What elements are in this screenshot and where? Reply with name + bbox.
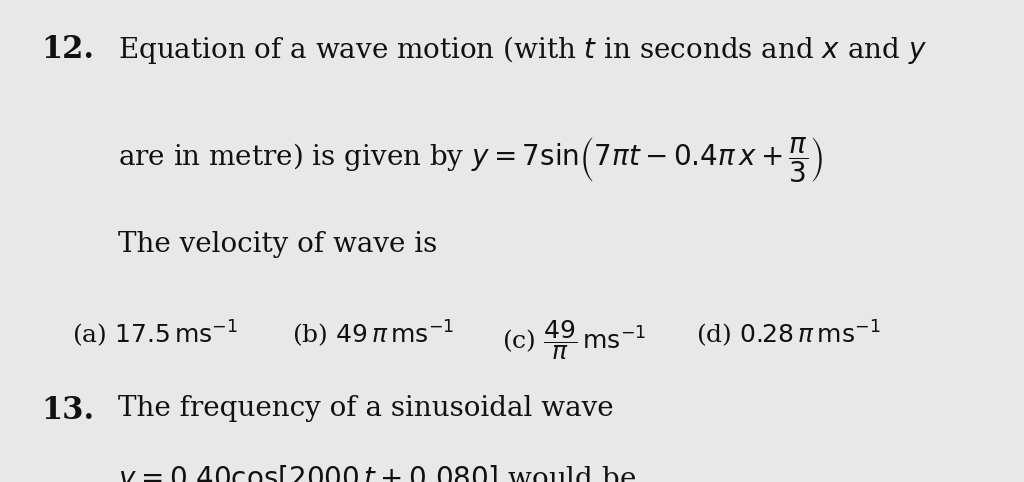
Text: are in metre) is given by $y = 7\sin\!\left(7 \pi t - 0.4\pi\, x + \dfrac{\pi}{3: are in metre) is given by $y = 7\sin\!\l… bbox=[118, 135, 823, 185]
Text: The velocity of wave is: The velocity of wave is bbox=[118, 231, 437, 258]
Text: The frequency of a sinusoidal wave: The frequency of a sinusoidal wave bbox=[118, 395, 613, 422]
Text: (a) $17.5\,\mathrm{ms}^{-1}$: (a) $17.5\,\mathrm{ms}^{-1}$ bbox=[72, 318, 238, 349]
Text: Equation of a wave motion (with $t$ in seconds and $x$ and $y$: Equation of a wave motion (with $t$ in s… bbox=[118, 34, 927, 66]
Text: (c) $\dfrac{49}{\pi}\,\mathrm{ms}^{-1}$: (c) $\dfrac{49}{\pi}\,\mathrm{ms}^{-1}$ bbox=[502, 318, 646, 362]
Text: (d) $0.28\,\pi\,\mathrm{ms}^{-1}$: (d) $0.28\,\pi\,\mathrm{ms}^{-1}$ bbox=[696, 318, 881, 349]
Text: $y = 0.40\cos[2000\,t + 0.080]$ would be: $y = 0.40\cos[2000\,t + 0.080]$ would be bbox=[118, 463, 636, 482]
Text: 12.: 12. bbox=[41, 34, 94, 65]
Text: 13.: 13. bbox=[41, 395, 94, 426]
Text: (b) $49\,\pi\,\mathrm{ms}^{-1}$: (b) $49\,\pi\,\mathrm{ms}^{-1}$ bbox=[292, 318, 454, 349]
